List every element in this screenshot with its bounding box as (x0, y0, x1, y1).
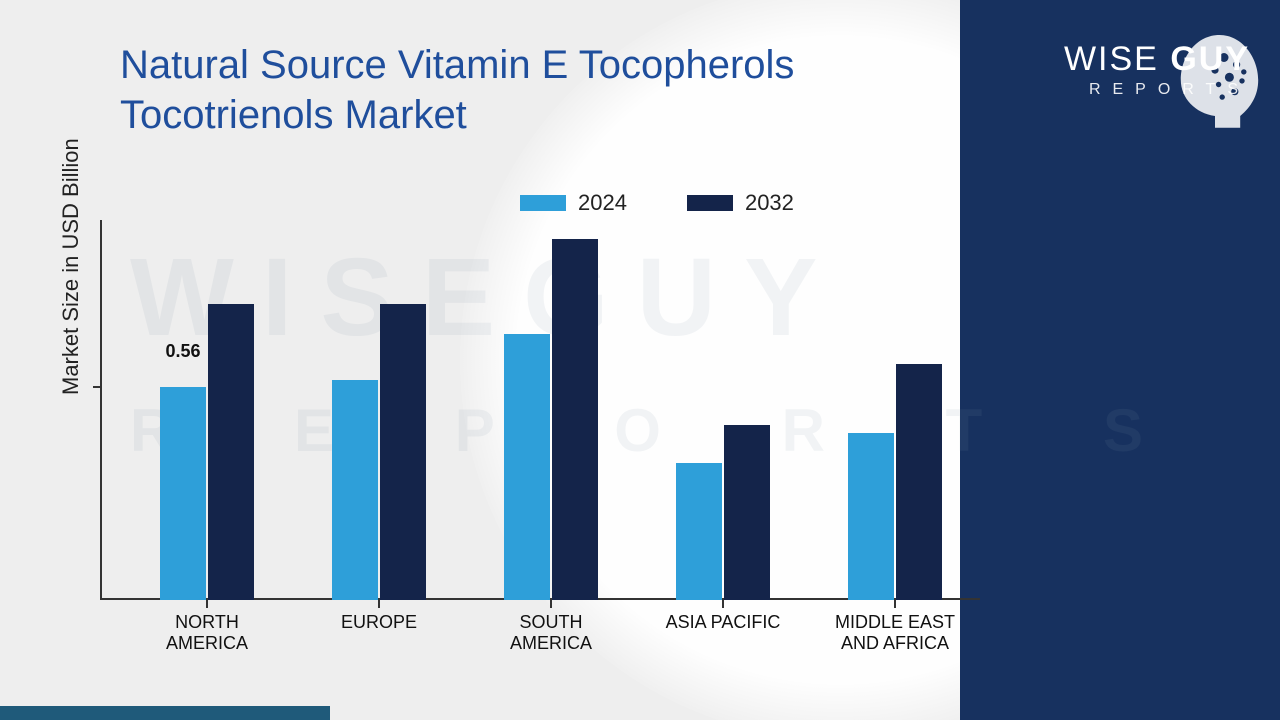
category-label: SOUTH AMERICA (481, 612, 621, 653)
chart-title: Natural Source Vitamin E Tocopherols Toc… (120, 40, 820, 140)
category-label: EUROPE (309, 612, 449, 633)
bar-2024 (676, 463, 722, 600)
bar-2024 (848, 433, 894, 600)
x-tick (894, 600, 896, 608)
legend-item-2032: 2032 (687, 190, 794, 216)
x-tick (378, 600, 380, 608)
bar-2024 (332, 380, 378, 600)
y-axis (100, 220, 102, 600)
bar-2032 (896, 364, 942, 600)
bar-2032 (552, 239, 598, 600)
x-tick (722, 600, 724, 608)
y-tick (93, 386, 100, 388)
x-tick (206, 600, 208, 608)
plot-area: NORTH AMERICAEUROPESOUTH AMERICAASIA PAC… (100, 220, 980, 600)
brand-word-2: GUY (1170, 40, 1250, 78)
legend-label-2032: 2032 (745, 190, 794, 216)
bar-2024 (504, 334, 550, 600)
legend-swatch-2032 (687, 195, 733, 211)
brand-logo: WISE GUY REPORTS (1064, 40, 1250, 99)
legend-item-2024: 2024 (520, 190, 627, 216)
brand-line1: WISE GUY (1064, 40, 1250, 79)
bar-2024 (160, 387, 206, 600)
legend: 2024 2032 (520, 190, 794, 216)
legend-label-2024: 2024 (578, 190, 627, 216)
x-tick (550, 600, 552, 608)
bar-value-label: 0.56 (165, 341, 200, 362)
y-axis-label: Market Size in USD Billion (58, 138, 84, 395)
category-label: NORTH AMERICA (137, 612, 277, 653)
category-label: ASIA PACIFIC (653, 612, 793, 633)
legend-swatch-2024 (520, 195, 566, 211)
footer-accent-bar (0, 706, 330, 720)
category-label: MIDDLE EAST AND AFRICA (825, 612, 965, 653)
canvas: WISEGUY R E P O R T S WISE GUY REPORTS N… (0, 0, 1280, 720)
bar-2032 (380, 304, 426, 600)
bar-2032 (208, 304, 254, 600)
bar-2032 (724, 425, 770, 600)
brand-word-1: WISE (1064, 40, 1159, 78)
brand-line2: REPORTS (1064, 81, 1250, 99)
